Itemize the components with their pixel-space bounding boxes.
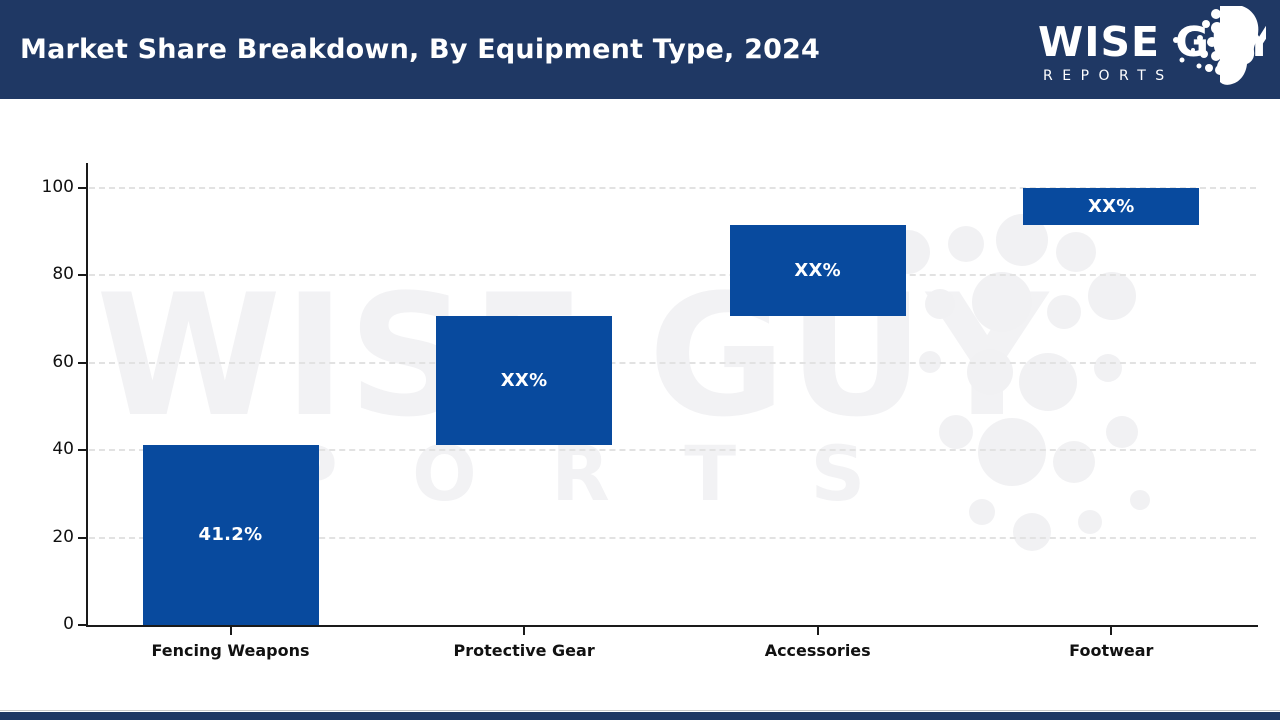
bar-protective-gear: XX% <box>436 316 613 445</box>
y-tick-mark-0 <box>78 624 87 626</box>
gridline-40 <box>89 449 1256 451</box>
y-tick-label-100: 100 <box>41 176 74 197</box>
x-axis-label-1: Protective Gear <box>453 641 595 660</box>
bar-value-label: XX% <box>1087 195 1135 217</box>
svg-text:REPORTS: REPORTS <box>1043 68 1174 84</box>
waterfall-chart: 0 20 40 60 80 100 41.2% Fencing Weapons XX% Prote… <box>0 99 1280 660</box>
y-tick-label-40: 40 <box>52 439 74 459</box>
footer-accent-bar <box>0 712 1280 720</box>
bar-value-label: XX% <box>794 260 842 282</box>
x-axis-label-2: Accessories <box>764 641 871 660</box>
y-tick-mark-60 <box>78 361 87 364</box>
y-tick-label-60: 60 <box>52 351 74 372</box>
x-tick-mark-3 <box>1110 627 1113 635</box>
gridline-20 <box>89 536 1256 539</box>
x-axis-label-0: Fencing Weapons <box>151 641 310 660</box>
y-tick-mark-20 <box>78 536 87 539</box>
wise-guy-reports-logo: WISE GUY REPORTS <box>1010 4 1266 96</box>
bar-accessories: XX% <box>729 225 906 317</box>
x-tick-mark-2 <box>816 627 819 635</box>
logo-face-icon <box>1173 6 1259 85</box>
bar-value-label: XX% <box>500 369 548 391</box>
bar-fencing-weapons: 41.2% <box>142 444 319 625</box>
gridline-80 <box>89 274 1256 276</box>
y-tick-label-80: 80 <box>52 264 74 284</box>
x-axis-label-3: Footwear <box>1069 641 1154 660</box>
logo-graphic: WISE GUY REPORTS <box>1038 6 1266 85</box>
header-bar: Market Share Breakdown, By Equipment Typ… <box>0 0 1280 99</box>
x-tick-mark-0 <box>229 627 232 635</box>
bar-value-label: 41.2% <box>198 524 263 546</box>
page-title: Market Share Breakdown, By Equipment Typ… <box>20 34 821 65</box>
gridline-60 <box>89 361 1256 364</box>
y-tick-label-0: 0 <box>63 614 74 634</box>
y-tick-label-20: 20 <box>52 526 74 547</box>
watermark-ports-text: P O R T S <box>282 429 890 518</box>
y-axis-spine <box>86 163 88 627</box>
y-tick-mark-100 <box>78 186 87 189</box>
y-tick-mark-40 <box>78 449 87 451</box>
bar-footwear: XX% <box>1023 187 1200 226</box>
x-axis-spine <box>86 625 1258 627</box>
x-tick-mark-1 <box>523 627 526 635</box>
y-tick-mark-80 <box>78 274 87 276</box>
gridline-100 <box>89 186 1256 189</box>
footer-divider-line <box>0 710 1280 711</box>
